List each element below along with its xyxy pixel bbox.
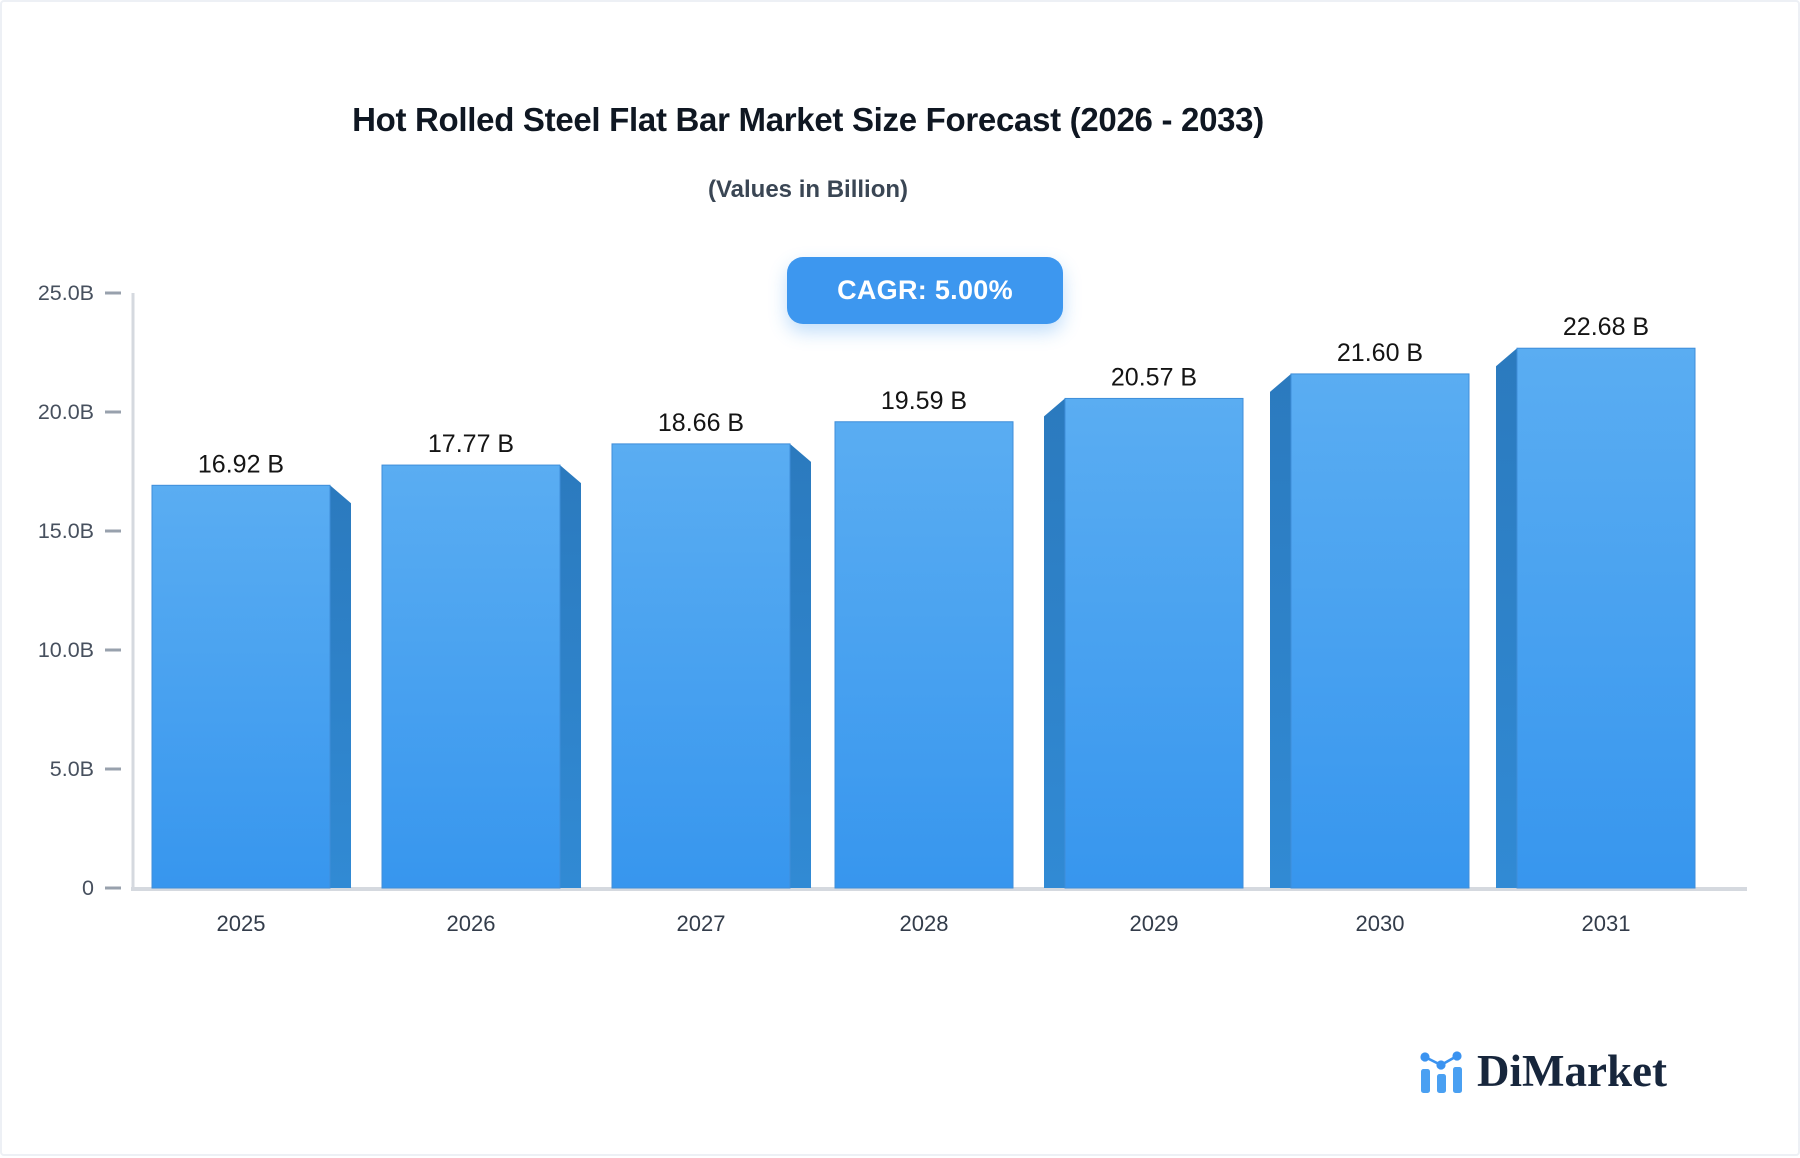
bar-face [834, 421, 1014, 889]
bar-side-face [790, 443, 811, 888]
x-axis-label: 2027 [677, 911, 726, 936]
bar-value-label: 18.66 B [658, 409, 744, 437]
y-tick-label: 0 [82, 876, 94, 900]
logo-bars-icon [1420, 1051, 1462, 1093]
bar-side-face [1496, 348, 1517, 888]
cagr-badge: CAGR: 5.00% [787, 257, 1063, 324]
x-axis-label: 2025 [217, 911, 266, 936]
bar-2028[interactable] [834, 421, 1014, 889]
bar-2031[interactable] [1496, 347, 1696, 889]
x-axis-label: 2028 [900, 911, 949, 936]
y-axis: 0 5.0B 10.0B 15.0B 20.0B 25.0B [38, 281, 1747, 900]
bar-value-label: 22.68 B [1563, 313, 1649, 341]
bar-value-label: 21.60 B [1337, 339, 1423, 367]
bar-2025[interactable] [151, 484, 351, 889]
logo-text: DiMarket [1477, 1046, 1667, 1096]
bar-2030[interactable] [1270, 373, 1470, 889]
bar-side-face [560, 465, 581, 888]
y-tick-label: 5.0B [50, 757, 94, 781]
bar-face [1290, 373, 1470, 889]
bar-2026[interactable] [381, 464, 581, 889]
x-axis-label: 2026 [447, 911, 496, 936]
y-tick-label: 25.0B [38, 281, 94, 305]
chart-subtitle: (Values in Billion) [707, 176, 909, 203]
y-tick-label: 10.0B [38, 638, 94, 662]
labels-group: 16.92 B 2025 17.77 B 2026 18.66 B 2027 19.59 B… [198, 313, 1649, 936]
x-axis-label: 2029 [1130, 911, 1179, 936]
bar-value-label: 16.92 B [198, 450, 284, 478]
cagr-badge-label: CAGR: 5.00% [837, 275, 1013, 305]
bar-side-face [1044, 398, 1065, 888]
page-title: Hot Rolled Steel Flat Bar Market Size Fo… [352, 101, 1264, 138]
x-axis-label: 2030 [1356, 911, 1405, 936]
bar-face [381, 464, 561, 889]
dimarket-logo: DiMarket [1420, 1046, 1667, 1096]
x-axis-label: 2031 [1582, 911, 1631, 936]
bar-2027[interactable] [611, 443, 811, 889]
bar-face [151, 484, 331, 889]
bar-2029[interactable] [1044, 397, 1244, 889]
bar-face [1516, 347, 1696, 889]
bar-side-face [330, 485, 351, 888]
bar-side-face [1270, 373, 1291, 888]
y-tick-label: 15.0B [38, 519, 94, 543]
bar-face [611, 443, 791, 889]
x-axis-line [131, 887, 1747, 891]
y-tick-label: 20.0B [38, 400, 94, 424]
bars-group [151, 347, 1696, 889]
bar-value-label: 19.59 B [881, 387, 967, 415]
bar-value-label: 20.57 B [1111, 363, 1197, 391]
bar-face [1064, 397, 1244, 889]
y-axis-line [131, 293, 135, 888]
bar-value-label: 17.77 B [428, 430, 514, 458]
